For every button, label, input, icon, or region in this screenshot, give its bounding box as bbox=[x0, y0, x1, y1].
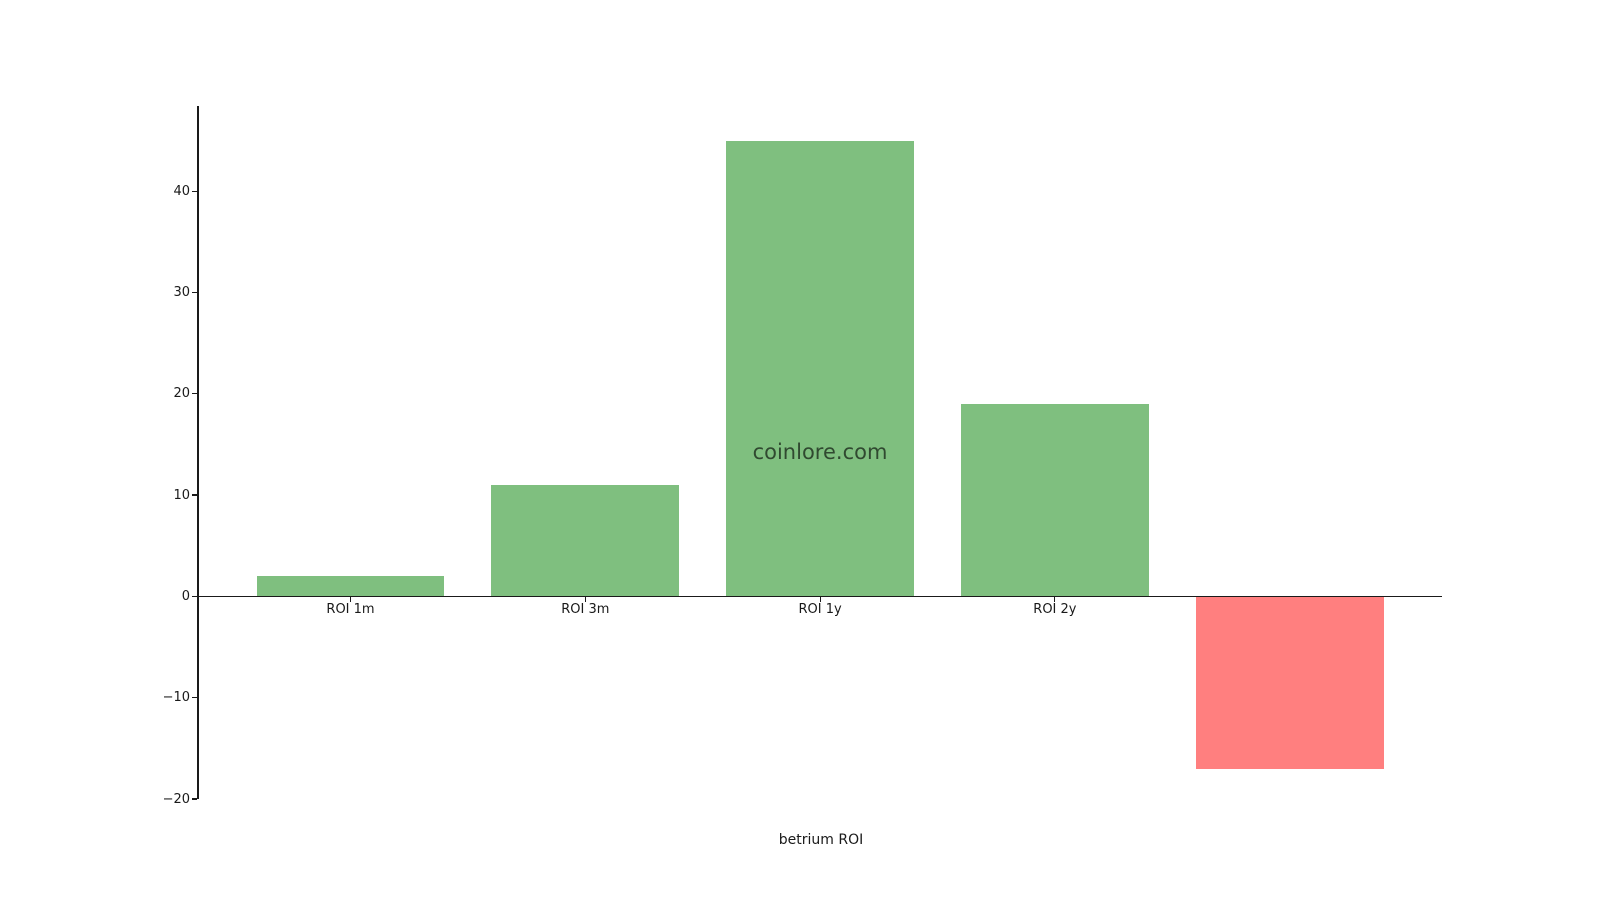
watermark-text: coinlore.com bbox=[752, 440, 888, 464]
x-tick-mark bbox=[819, 596, 821, 603]
y-tick-mark bbox=[192, 697, 198, 699]
y-tick-label: 10 bbox=[173, 487, 190, 503]
y-tick-mark bbox=[192, 494, 198, 496]
x-tick-label: ROI 2y bbox=[1033, 601, 1077, 617]
negative-roi-bar bbox=[1195, 596, 1384, 769]
x-tick-label: ROI 1y bbox=[798, 601, 842, 617]
y-axis-line bbox=[197, 106, 199, 799]
y-tick-label: 30 bbox=[173, 285, 190, 300]
y-tick-mark bbox=[192, 393, 198, 395]
y-tick-label: 20 bbox=[173, 386, 190, 402]
y-tick-mark bbox=[192, 291, 198, 294]
y-tick-label: 0 bbox=[181, 588, 190, 604]
x-axis-title: betrium ROI bbox=[778, 832, 864, 848]
x-tick-label: ROI 3m bbox=[561, 601, 610, 617]
x-tick-mark bbox=[584, 596, 586, 603]
x-tick-mark bbox=[349, 596, 352, 603]
positive-roi-bar bbox=[726, 140, 914, 597]
positive-roi-bar bbox=[256, 576, 445, 597]
y-tick-mark bbox=[192, 798, 198, 800]
y-tick-label: 40 bbox=[173, 183, 190, 199]
positive-roi-bar bbox=[961, 403, 1149, 597]
y-tick-label: −20 bbox=[162, 791, 190, 807]
y-tick-mark bbox=[192, 595, 198, 598]
y-tick-mark bbox=[192, 190, 198, 192]
positive-roi-bar bbox=[491, 484, 680, 597]
y-tick-label: −10 bbox=[162, 690, 190, 706]
x-axis-zero-line bbox=[197, 595, 1442, 598]
x-tick-label: ROI 1m bbox=[326, 601, 375, 617]
x-tick-mark bbox=[1054, 596, 1056, 603]
